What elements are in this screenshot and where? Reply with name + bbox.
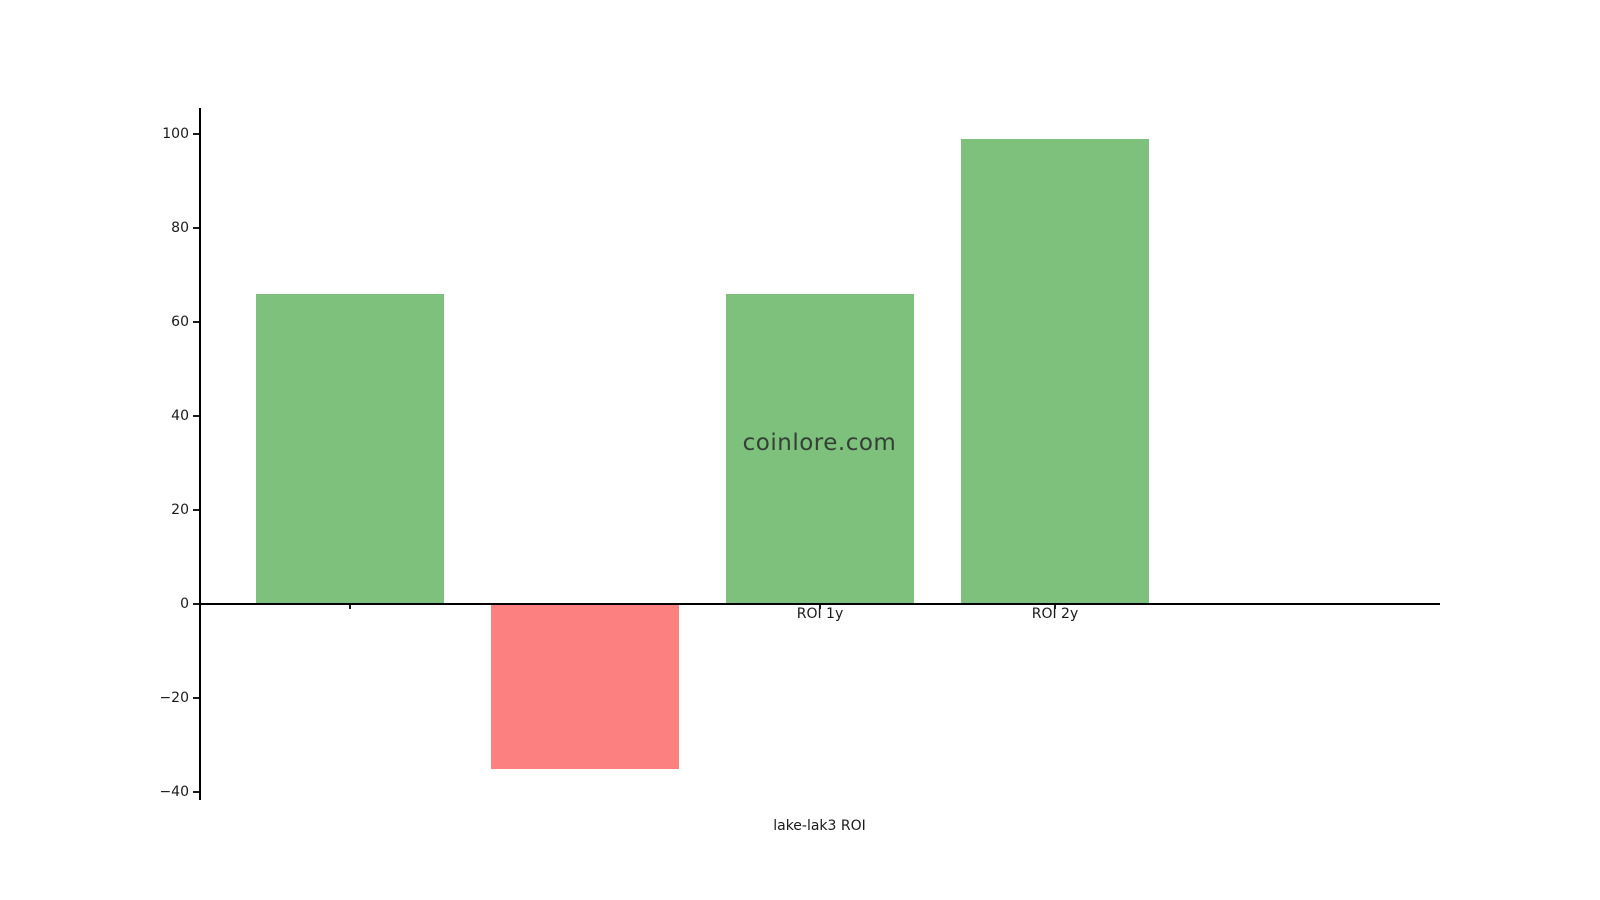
x-axis-spine [199,603,1440,605]
bar [256,293,444,604]
x-tick [349,604,351,609]
y-tick-label: 80 [171,220,189,236]
y-tick-label: 100 [162,126,189,142]
y-tick [193,133,199,135]
y-tick [193,227,199,229]
y-tick [193,509,199,511]
y-tick-label: 60 [171,314,189,330]
x-tick [819,604,821,609]
bar [726,293,914,604]
bar [961,138,1149,604]
y-tick-label: 20 [171,502,189,518]
y-tick [193,603,199,605]
y-tick [193,321,199,323]
y-tick-label: 40 [171,408,189,424]
y-tick [193,415,199,417]
x-tick-label: ROI 2y [1031,606,1079,622]
x-axis-title: lake-lak3 ROI [773,818,866,834]
x-tick-label: ROI 1y [796,606,844,622]
y-axis-spine [199,108,201,800]
watermark: coinlore.com [742,430,897,456]
y-tick [193,697,199,699]
y-tick-label: −20 [159,690,189,706]
y-tick [193,791,199,793]
bar [491,604,679,769]
y-tick-label: −40 [159,784,189,800]
y-tick-label: 0 [180,596,189,612]
x-tick [1054,604,1056,609]
